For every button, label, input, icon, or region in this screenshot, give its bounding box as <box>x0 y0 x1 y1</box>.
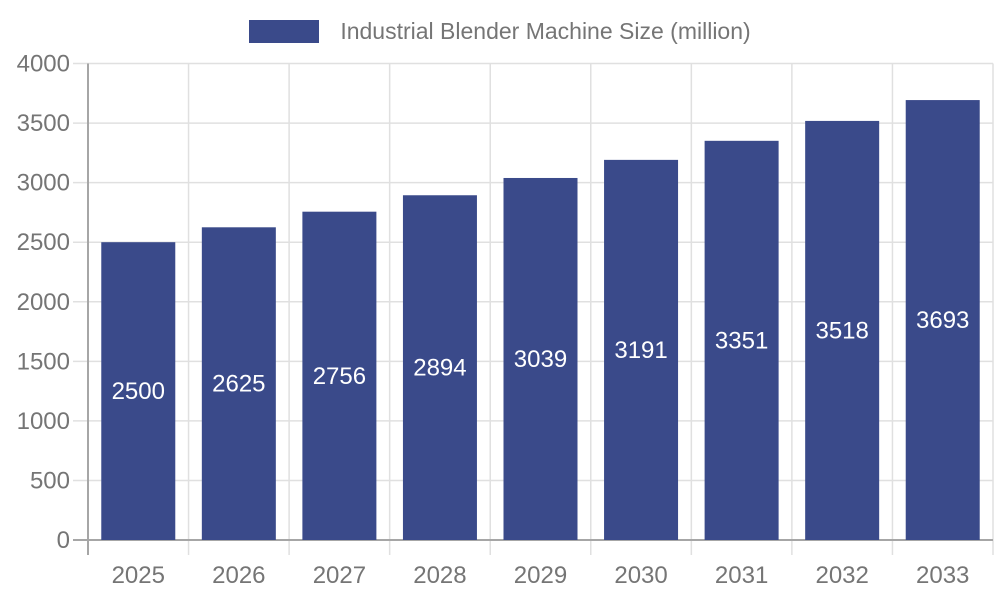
bar-value-label: 3693 <box>916 307 969 334</box>
y-axis-tick-label: 1000 <box>17 408 70 435</box>
bar-value-label: 2625 <box>212 371 265 398</box>
bar-value-label: 3351 <box>715 327 768 354</box>
bar-2027[interactable] <box>302 211 377 540</box>
chart-legend[interactable]: Industrial Blender Machine Size (million… <box>0 20 1000 43</box>
bar-2030[interactable] <box>604 159 679 540</box>
legend-label: Industrial Blender Machine Size (million… <box>340 18 751 44</box>
bar-value-label: 3191 <box>614 337 667 364</box>
bar-value-label: 2894 <box>413 355 466 382</box>
legend-swatch <box>249 20 320 43</box>
bar-2025[interactable] <box>101 242 176 540</box>
bar-value-label: 2500 <box>112 378 165 405</box>
x-axis-tick-label: 2027 <box>313 562 366 589</box>
x-axis-tick-label: 2026 <box>212 562 265 589</box>
x-axis-tick-label: 2033 <box>916 562 969 589</box>
bar-2029[interactable] <box>503 177 578 540</box>
x-axis-tick-label: 2030 <box>614 562 667 589</box>
y-axis-tick-label: 4000 <box>17 51 70 78</box>
bar-2032[interactable] <box>805 120 880 541</box>
bar-2028[interactable] <box>402 195 477 540</box>
bar-value-label: 3518 <box>815 317 868 344</box>
y-axis-tick-label: 3500 <box>17 110 70 137</box>
y-axis-tick-label: 2500 <box>17 229 70 256</box>
x-axis-tick-label: 2025 <box>112 562 165 589</box>
bar-2031[interactable] <box>704 140 779 540</box>
y-axis-tick-label: 2000 <box>17 289 70 316</box>
y-axis-tick-label: 0 <box>57 527 70 554</box>
x-axis-tick-label: 2028 <box>413 562 466 589</box>
y-axis-tick-label: 1500 <box>17 348 70 375</box>
x-axis-tick-label: 2029 <box>514 562 567 589</box>
x-axis-tick-label: 2031 <box>715 562 768 589</box>
bar-2033[interactable] <box>905 100 980 540</box>
bar-2026[interactable] <box>201 227 276 540</box>
bar-value-label: 2756 <box>313 363 366 390</box>
x-axis-tick-label: 2032 <box>815 562 868 589</box>
bar-value-label: 3039 <box>514 346 567 373</box>
y-axis-tick-label: 3000 <box>17 170 70 197</box>
y-axis-tick-label: 500 <box>30 467 70 494</box>
